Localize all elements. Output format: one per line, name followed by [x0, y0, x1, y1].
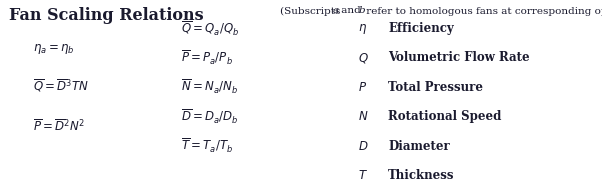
Text: $\overline{N} = N_a / N_b$: $\overline{N} = N_a / N_b$ — [181, 78, 238, 96]
Text: $N$: $N$ — [358, 110, 368, 123]
Text: $\eta_a = \eta_b$: $\eta_a = \eta_b$ — [33, 42, 75, 56]
Text: Volumetric Flow Rate: Volumetric Flow Rate — [388, 52, 530, 64]
Text: $\overline{T} = T_a / T_b$: $\overline{T} = T_a / T_b$ — [181, 137, 233, 155]
Text: $\eta$: $\eta$ — [358, 22, 367, 36]
Text: a: a — [333, 6, 339, 15]
Text: $T$: $T$ — [358, 169, 368, 182]
Text: $\overline{Q} = Q_a / Q_b$: $\overline{Q} = Q_a / Q_b$ — [181, 20, 239, 38]
Text: Fan Scaling Relations: Fan Scaling Relations — [9, 7, 203, 24]
Text: (Subscripts: (Subscripts — [280, 6, 344, 16]
Text: $\overline{P} = \overline{D}^2 N^2$: $\overline{P} = \overline{D}^2 N^2$ — [33, 118, 85, 134]
Text: $\overline{P} = P_a / P_b$: $\overline{P} = P_a / P_b$ — [181, 49, 232, 67]
Text: Diameter: Diameter — [388, 140, 450, 153]
Text: Thickness: Thickness — [388, 169, 455, 182]
Text: Efficiency: Efficiency — [388, 22, 454, 35]
Text: and: and — [338, 6, 364, 15]
Text: b: b — [358, 6, 365, 15]
Text: Total Pressure: Total Pressure — [388, 81, 483, 94]
Text: $P$: $P$ — [358, 81, 367, 94]
Text: $D$: $D$ — [358, 140, 368, 153]
Text: $\overline{D} = D_a / D_b$: $\overline{D} = D_a / D_b$ — [181, 108, 238, 126]
Text: Rotational Speed: Rotational Speed — [388, 110, 501, 123]
Text: $Q$: $Q$ — [358, 51, 369, 65]
Text: $\overline{Q} = \overline{D}^3 TN$: $\overline{Q} = \overline{D}^3 TN$ — [33, 77, 89, 94]
Text: refer to homologous fans at corresponding operating conditions): refer to homologous fans at correspondin… — [363, 6, 602, 16]
